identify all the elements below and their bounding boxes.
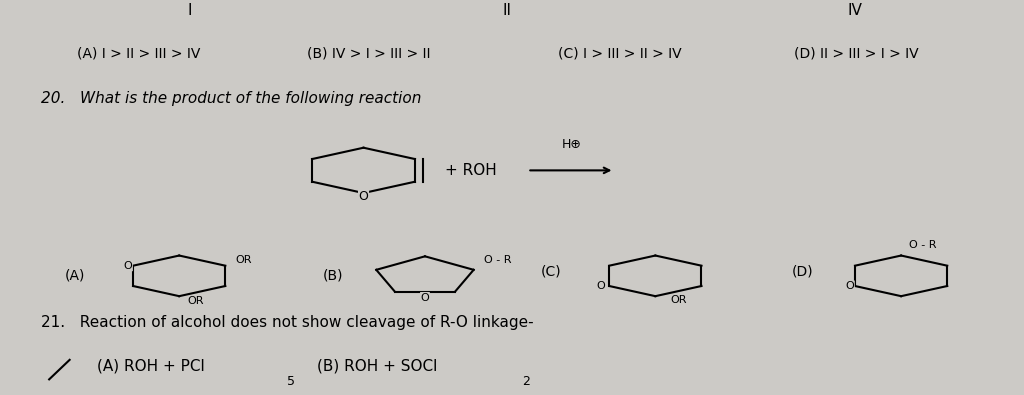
Text: (A) ROH + PCl: (A) ROH + PCl [97, 358, 205, 373]
Text: + ROH: + ROH [445, 163, 498, 178]
Text: O: O [358, 190, 369, 203]
Text: (B) ROH + SOCl: (B) ROH + SOCl [317, 358, 438, 373]
Text: II: II [503, 3, 511, 18]
Text: OR: OR [236, 255, 252, 265]
Text: O: O [421, 293, 429, 303]
Text: IV: IV [848, 3, 862, 18]
Text: (D) II > III > I > IV: (D) II > III > I > IV [794, 46, 919, 60]
Text: (B): (B) [323, 269, 343, 283]
Text: O - R: O - R [909, 240, 937, 250]
Text: I: I [187, 3, 191, 18]
Text: 21.   Reaction of alcohol does not show cleavage of R-O linkage-: 21. Reaction of alcohol does not show cl… [41, 315, 534, 330]
Text: (C): (C) [541, 265, 561, 279]
Text: 5: 5 [287, 375, 295, 388]
Text: O: O [597, 281, 605, 291]
Text: O - R: O - R [484, 255, 511, 265]
Text: 2: 2 [522, 375, 530, 388]
Text: OR: OR [187, 296, 204, 306]
Text: (A) I > II > III > IV: (A) I > II > III > IV [77, 46, 200, 60]
Text: O: O [846, 281, 854, 291]
Text: (B) IV > I > III > II: (B) IV > I > III > II [307, 46, 431, 60]
Text: (C) I > III > II > IV: (C) I > III > II > IV [558, 46, 682, 60]
Text: OR: OR [671, 295, 687, 305]
Text: H⊕: H⊕ [561, 138, 582, 151]
Text: (D): (D) [792, 265, 813, 279]
Text: O: O [124, 261, 132, 271]
Text: (A): (A) [65, 269, 85, 283]
Text: 20.   What is the product of the following reaction: 20. What is the product of the following… [41, 90, 421, 105]
